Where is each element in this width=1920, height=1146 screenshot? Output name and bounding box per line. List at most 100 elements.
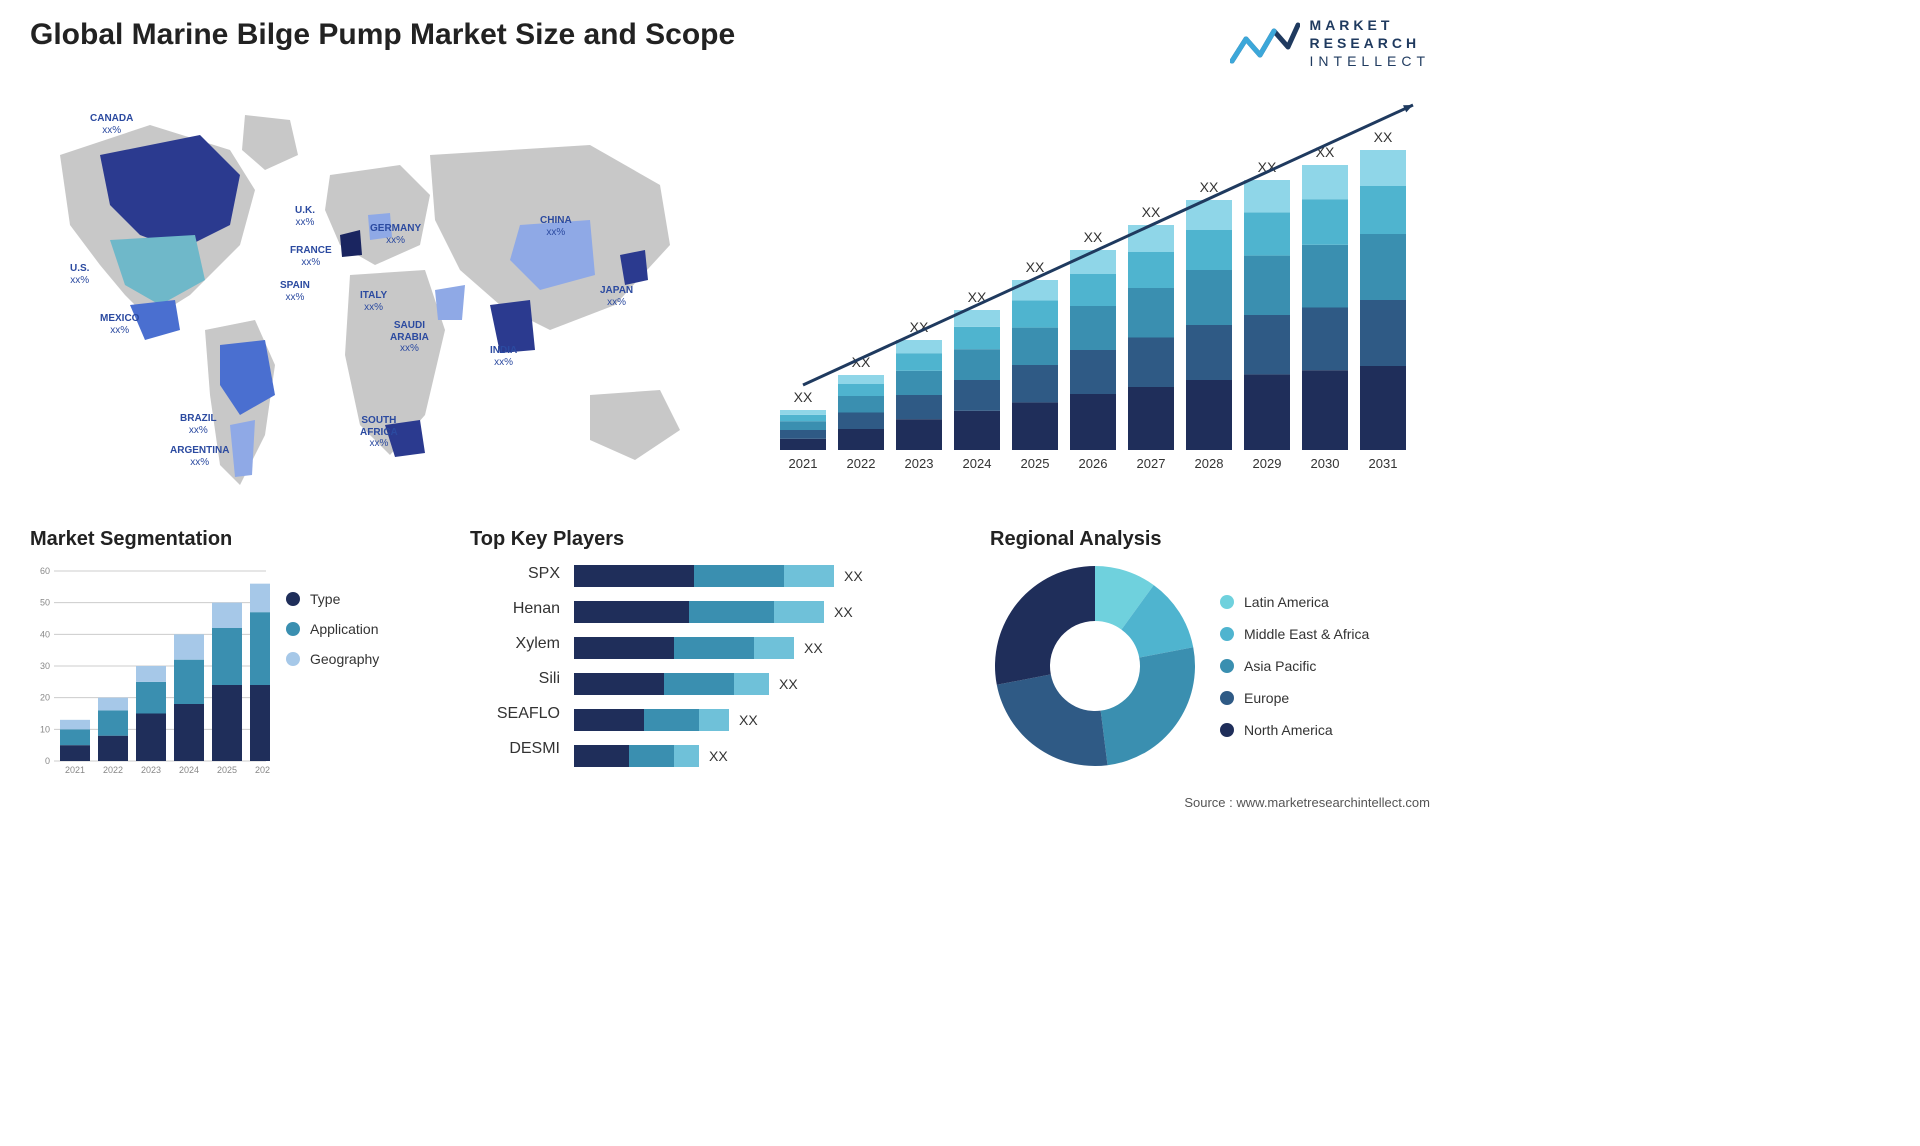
svg-text:10: 10 <box>40 724 50 734</box>
map-label: INDIAxx% <box>490 345 517 368</box>
bar-value: XX <box>844 568 863 584</box>
svg-text:2027: 2027 <box>1137 456 1166 471</box>
market-size-chart-svg: XX2021XX2022XX2023XX2024XX2025XX2026XX20… <box>770 100 1430 480</box>
legend-label: Asia Pacific <box>1244 658 1316 674</box>
bar-segment <box>644 709 699 731</box>
bar-segment <box>664 673 734 695</box>
legend-dot <box>1220 691 1234 705</box>
svg-text:50: 50 <box>40 598 50 608</box>
legend-item: Asia Pacific <box>1220 658 1369 674</box>
svg-text:2024: 2024 <box>179 765 199 775</box>
key-players-title: Top Key Players <box>470 528 970 551</box>
legend-label: Europe <box>1244 690 1289 706</box>
legend-label: Latin America <box>1244 594 1329 610</box>
player-bar: XX <box>574 601 863 623</box>
map-label: SOUTHAFRICAxx% <box>360 415 398 450</box>
regional-donut <box>990 561 1200 771</box>
player-name: SPX <box>528 565 560 587</box>
segmentation-title: Market Segmentation <box>30 528 450 551</box>
bar-segment <box>674 745 699 767</box>
svg-text:XX: XX <box>1084 229 1103 245</box>
player-name: SEAFLO <box>497 705 560 727</box>
bar-segment <box>574 637 674 659</box>
market-size-chart: XX2021XX2022XX2023XX2024XX2025XX2026XX20… <box>770 100 1430 480</box>
bar-segment <box>574 745 629 767</box>
svg-text:30: 30 <box>40 661 50 671</box>
bar-value: XX <box>739 712 758 728</box>
legend-item: Geography <box>286 651 379 667</box>
legend-label: Application <box>310 621 379 637</box>
svg-text:XX: XX <box>1200 179 1219 195</box>
svg-text:2021: 2021 <box>65 765 85 775</box>
svg-text:2026: 2026 <box>255 765 270 775</box>
svg-text:2025: 2025 <box>217 765 237 775</box>
svg-text:2024: 2024 <box>963 456 992 471</box>
bar-segment <box>699 709 729 731</box>
map-label: SPAINxx% <box>280 280 310 303</box>
bar-segment <box>694 565 784 587</box>
bar-segment <box>689 601 774 623</box>
key-players-panel: Top Key Players SPXHenanXylemSiliSEAFLOD… <box>470 528 970 767</box>
legend-dot <box>286 622 300 636</box>
logo-line1: MARKET <box>1310 16 1430 34</box>
bar-segment <box>754 637 794 659</box>
logo-icon <box>1230 21 1300 65</box>
bar-segment <box>574 709 644 731</box>
bar-segment <box>734 673 769 695</box>
legend-item: Latin America <box>1220 594 1369 610</box>
svg-text:2026: 2026 <box>1079 456 1108 471</box>
svg-text:0: 0 <box>45 756 50 766</box>
legend-item: Application <box>286 621 379 637</box>
player-name: Henan <box>513 600 560 622</box>
segmentation-panel: Market Segmentation 01020304050602021202… <box>30 528 450 781</box>
regional-legend: Latin America Middle East & Africa Asia Pa… <box>1220 594 1369 738</box>
legend-dot <box>1220 659 1234 673</box>
legend-item: Middle East & Africa <box>1220 626 1369 642</box>
svg-text:2028: 2028 <box>1195 456 1224 471</box>
legend-item: Europe <box>1220 690 1369 706</box>
svg-text:2022: 2022 <box>847 456 876 471</box>
regional-title: Regional Analysis <box>990 528 1430 551</box>
player-name: Sili <box>539 670 560 692</box>
legend-label: North America <box>1244 722 1333 738</box>
bar-segment <box>774 601 824 623</box>
legend-label: Geography <box>310 651 379 667</box>
svg-text:40: 40 <box>40 629 50 639</box>
bar-segment <box>784 565 834 587</box>
legend-label: Type <box>310 591 340 607</box>
player-name: Xylem <box>516 635 560 657</box>
legend-item: North America <box>1220 722 1369 738</box>
player-bar: XX <box>574 565 863 587</box>
legend-dot <box>286 592 300 606</box>
world-map: CANADAxx%U.S.xx%MEXICOxx%BRAZILxx%ARGENT… <box>30 95 710 495</box>
svg-text:2022: 2022 <box>103 765 123 775</box>
logo-line3: INTELLECT <box>1310 52 1430 70</box>
source-text: Source : www.marketresearchintellect.com <box>1184 795 1430 810</box>
logo-line2: RESEARCH <box>1310 34 1430 52</box>
bar-segment <box>574 673 664 695</box>
legend-label: Middle East & Africa <box>1244 626 1369 642</box>
svg-text:2030: 2030 <box>1311 456 1340 471</box>
key-players-bars: XX XX XX XX XX XX <box>574 561 863 767</box>
svg-text:XX: XX <box>794 389 813 405</box>
legend-dot <box>286 652 300 666</box>
bar-segment <box>574 565 694 587</box>
legend-item: Type <box>286 591 379 607</box>
bar-value: XX <box>709 748 728 764</box>
bar-segment <box>629 745 674 767</box>
bar-value: XX <box>779 676 798 692</box>
svg-text:2029: 2029 <box>1253 456 1282 471</box>
bar-segment <box>574 601 689 623</box>
segmentation-chart: 0102030405060202120222023202420252026 <box>30 561 270 781</box>
svg-text:2023: 2023 <box>905 456 934 471</box>
player-bar: XX <box>574 673 863 695</box>
map-label: CANADAxx% <box>90 113 133 136</box>
key-players-labels: SPXHenanXylemSiliSEAFLODESMI <box>470 561 560 767</box>
bar-value: XX <box>804 640 823 656</box>
legend-dot <box>1220 723 1234 737</box>
svg-text:2023: 2023 <box>141 765 161 775</box>
svg-text:XX: XX <box>1142 204 1161 220</box>
legend-dot <box>1220 627 1234 641</box>
svg-text:2021: 2021 <box>789 456 818 471</box>
player-bar: XX <box>574 709 863 731</box>
